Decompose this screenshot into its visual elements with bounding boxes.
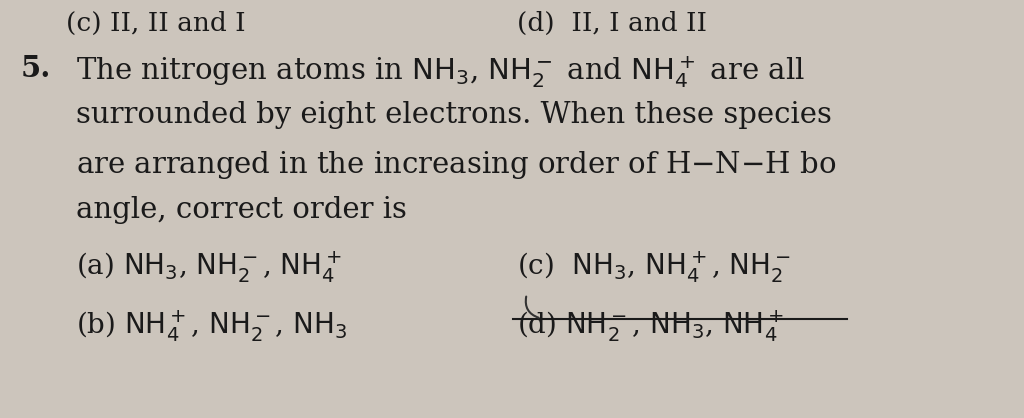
Text: are arranged in the increasing order of H$-$N$-$H bo: are arranged in the increasing order of … — [76, 149, 836, 181]
Text: (a) $\mathrm{NH_3}$, $\mathrm{NH_2^-}$, $\mathrm{NH_4^+}$: (a) $\mathrm{NH_3}$, $\mathrm{NH_2^-}$, … — [76, 250, 342, 285]
Text: (c) II, II and I: (c) II, II and I — [66, 11, 246, 36]
Text: 5.: 5. — [20, 54, 50, 83]
Text: The nitrogen atoms in $\mathrm{NH_3}$, $\mathrm{NH_2^-}$ and $\mathrm{NH_4^+}$ a: The nitrogen atoms in $\mathrm{NH_3}$, $… — [76, 54, 805, 90]
Text: (d)  II, I and II: (d) II, I and II — [517, 11, 708, 36]
Text: (d) $\mathrm{NH_2^-}$, $\mathrm{NH_3}$, $\mathrm{NH_4^+}$: (d) $\mathrm{NH_2^-}$, $\mathrm{NH_3}$, … — [517, 308, 784, 344]
Text: angle, correct order is: angle, correct order is — [76, 196, 407, 224]
Text: (b) $\mathrm{NH_4^+}$, $\mathrm{NH_2^-}$, $\mathrm{NH_3}$: (b) $\mathrm{NH_4^+}$, $\mathrm{NH_2^-}$… — [76, 308, 347, 344]
Text: surrounded by eight electrons. When these species: surrounded by eight electrons. When thes… — [76, 102, 831, 130]
Text: (c)  $\mathrm{NH_3}$, $\mathrm{NH_4^+}$, $\mathrm{NH_2^-}$: (c) $\mathrm{NH_3}$, $\mathrm{NH_4^+}$, … — [517, 250, 791, 285]
